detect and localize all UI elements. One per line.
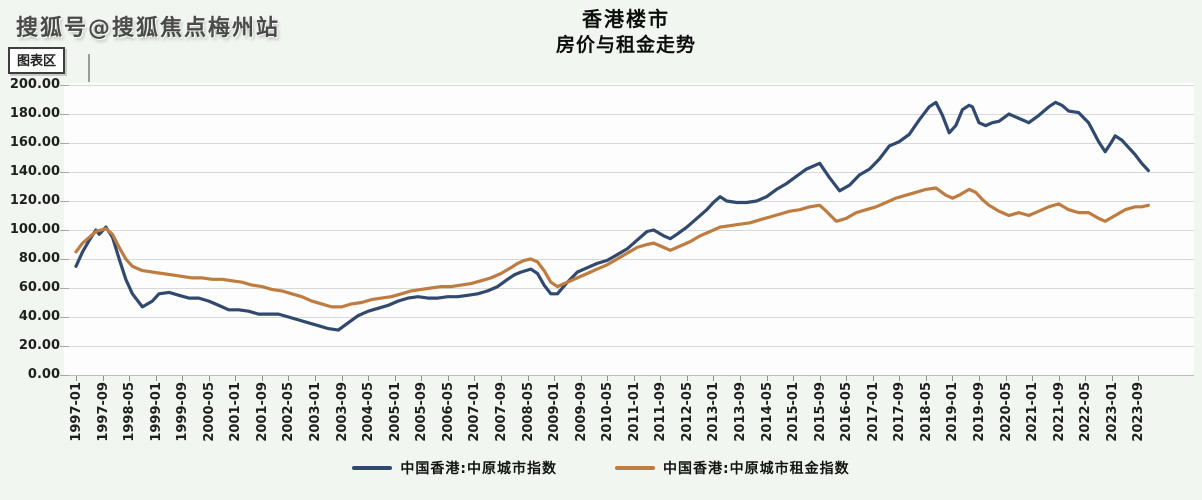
x-axis-tick [713, 376, 715, 381]
x-axis-tick [1032, 376, 1034, 381]
y-axis-tick [60, 172, 69, 173]
x-axis-tick [740, 376, 741, 381]
x-axis-tick [979, 376, 981, 381]
y-axis-tick [60, 230, 69, 231]
x-axis-tick [288, 376, 290, 381]
y-axis-tick [60, 143, 69, 144]
gridline [64, 230, 1194, 231]
x-axis-tick [952, 376, 954, 381]
y-axis-label: 0.00 [27, 367, 60, 382]
x-axis-tick [500, 376, 502, 381]
x-axis-tick [208, 376, 210, 381]
gridline [64, 172, 1194, 173]
x-axis-tick [527, 376, 529, 381]
y-axis-tick [60, 288, 69, 289]
y-axis-tick [60, 346, 69, 347]
x-axis-tick [793, 376, 795, 381]
gridline [64, 375, 1194, 376]
chart-title: 香港楼市 房价与租金走势 [50, 6, 1202, 59]
x-axis-tick [580, 376, 582, 381]
y-axis-label: 120.00 [9, 193, 60, 208]
gridline [64, 201, 1194, 202]
x-axis-tick [899, 376, 901, 381]
y-axis-label: 80.00 [18, 251, 60, 266]
price-line-swatch [352, 466, 393, 470]
x-axis-tick [819, 376, 821, 381]
y-axis-tick [60, 85, 69, 86]
x-axis-tick [129, 376, 131, 381]
x-axis-tick [102, 376, 104, 381]
x-axis-tick [235, 376, 237, 381]
price-line-label: 中国香港:中原城市指数 [400, 461, 557, 477]
chart-area-tooltip: 图表区 [8, 47, 66, 74]
x-axis-tick [341, 376, 343, 381]
x-axis-tick [261, 376, 263, 381]
x-axis-tick [182, 376, 184, 381]
x-axis-tick [686, 376, 688, 381]
chart-title-line2: 房价与租金走势 [555, 34, 696, 56]
y-axis-tick [60, 114, 69, 115]
y-axis-tick [60, 201, 69, 202]
x-axis-tick [474, 376, 476, 381]
x-axis-tick [315, 376, 317, 381]
price-line [74, 100, 1150, 332]
x-axis-tick [846, 376, 848, 381]
y-axis-label: 20.00 [18, 338, 60, 353]
x-axis-tick [155, 376, 157, 381]
x-axis-tick [633, 376, 635, 381]
y-axis-label: 160.00 [9, 135, 60, 150]
x-axis-tick [394, 376, 396, 381]
chart-title-line1: 香港楼市 [582, 7, 670, 31]
legend-item-price-index: 中国香港:中原城市指数 [352, 458, 557, 478]
y-axis-label: 60.00 [18, 280, 60, 295]
gridline [64, 317, 1194, 318]
legend-item-rent-index: 中国香港:中原城市租金指数 [615, 458, 850, 478]
y-axis-label: 180.00 [9, 106, 60, 121]
y-axis-tick [60, 317, 69, 318]
rent-line-label: 中国香港:中原城市租金指数 [663, 461, 850, 477]
x-axis-tick [1111, 376, 1113, 381]
gridline [64, 259, 1194, 260]
rent-line-swatch [615, 466, 655, 470]
x-axis-tick [368, 376, 370, 381]
x-axis-tick [660, 376, 662, 381]
y-axis-label: 200.00 [9, 77, 60, 92]
x-axis-tick [1058, 376, 1060, 381]
watermark: 搜狐号@搜狐焦点梅州站 [16, 16, 281, 41]
gridline [64, 85, 1194, 86]
y-axis-label: 140.00 [9, 164, 60, 179]
x-axis-tick [766, 376, 768, 381]
x-axis-tick [554, 376, 556, 381]
x-axis-tick [421, 376, 423, 381]
gridline [64, 114, 1194, 115]
x-axis-tick [447, 376, 449, 381]
y-axis-label: 100.00 [9, 222, 60, 237]
x-axis-tick [872, 376, 874, 381]
rent-line [74, 186, 1150, 309]
x-axis-tick [1005, 376, 1007, 381]
x-axis-tick [607, 376, 609, 381]
gridline [64, 346, 1194, 347]
gridline [64, 143, 1194, 144]
plot-background [64, 83, 1194, 376]
x-axis-tick [1085, 376, 1087, 381]
legend: 中国香港:中原城市指数 中国香港:中原城市租金指数 [0, 458, 1202, 478]
x-axis-tick [925, 376, 927, 381]
y-axis-tick [60, 375, 69, 376]
x-axis-tick [1138, 376, 1140, 381]
chart-area-tooltip-tail [88, 54, 90, 82]
y-axis-label: 40.00 [18, 309, 60, 324]
y-axis-tick [60, 259, 69, 260]
x-axis-tick [76, 376, 77, 381]
gridline [64, 288, 1194, 289]
